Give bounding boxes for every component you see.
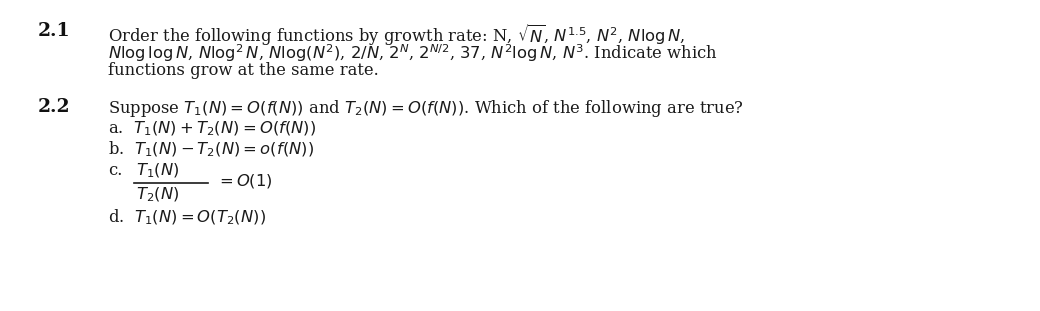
Text: Suppose $T_1(N) = O(f(N))$ and $T_2(N) = O(f(N))$. Which of the following are tr: Suppose $T_1(N) = O(f(N))$ and $T_2(N) =… (108, 98, 744, 119)
Text: c.: c. (108, 162, 123, 179)
Text: $N\log\log N$, $N\log^2 N$, $N\log(N^2)$, $2/N$, $2^N$, $2^{N/2}$, $37$, $N^2\lo: $N\log\log N$, $N\log^2 N$, $N\log(N^2)$… (108, 42, 718, 64)
Text: $T_1(N)$: $T_1(N)$ (136, 162, 179, 180)
Text: b.  $T_1(N) - T_2(N) = o(f(N))$: b. $T_1(N) - T_2(N) = o(f(N))$ (108, 140, 314, 160)
Text: 2.2: 2.2 (38, 98, 71, 116)
Text: d.  $T_1(N) = O(T_2(N))$: d. $T_1(N) = O(T_2(N))$ (108, 208, 266, 227)
Text: a.  $T_1(N) + T_2(N) = O(f(N))$: a. $T_1(N) + T_2(N) = O(f(N))$ (108, 120, 316, 138)
Text: 2.1: 2.1 (38, 22, 71, 40)
Text: $T_2(N)$: $T_2(N)$ (136, 186, 179, 204)
Text: $= O(1)$: $= O(1)$ (216, 172, 272, 190)
Text: functions grow at the same rate.: functions grow at the same rate. (108, 62, 379, 79)
Text: Order the following functions by growth rate: N, $\sqrt{N}$, $N^{1.5}$, $N^2$, $: Order the following functions by growth … (108, 22, 685, 48)
